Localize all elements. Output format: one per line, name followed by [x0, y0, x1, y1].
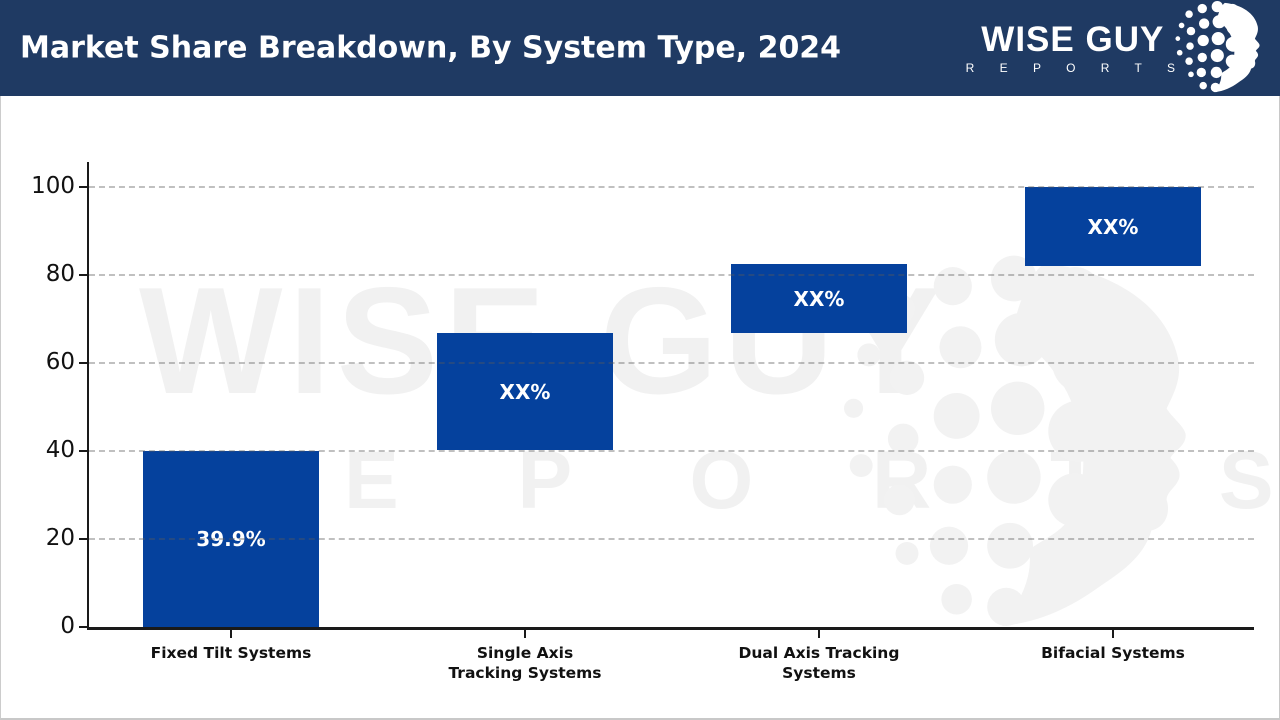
- x-category-label-line: Systems: [782, 664, 856, 683]
- x-category-label: Dual Axis Tracking Systems: [679, 643, 959, 684]
- x-category-label-line: Dual Axis Tracking: [738, 644, 900, 662]
- bar: XX%: [731, 264, 907, 334]
- x-tick-mark: [1112, 630, 1114, 638]
- y-tick-label: 40: [45, 437, 75, 463]
- y-tick-label: 20: [45, 525, 75, 551]
- chart-title: Market Share Breakdown, By System Type, …: [20, 30, 842, 66]
- bar: XX%: [1025, 187, 1201, 267]
- y-gridline: [89, 274, 1254, 276]
- logo-face-icon: [1175, 1, 1260, 93]
- y-axis-spine: [87, 162, 89, 629]
- x-category-label-line: Fixed Tilt Systems: [150, 644, 312, 662]
- x-category-label-line: Single Axis: [476, 644, 574, 662]
- y-tick-label: 60: [45, 349, 75, 375]
- x-axis-line: [87, 627, 1254, 630]
- bar: 39.9%: [143, 451, 319, 627]
- wiseguy-logo: WISE GUY R E P O R T S: [960, 0, 1274, 96]
- y-tick-mark: [79, 274, 88, 276]
- bar-value-label: 39.9%: [196, 527, 266, 552]
- y-tick-mark: [79, 450, 88, 452]
- y-tick-mark: [79, 538, 88, 540]
- y-tick-label: 100: [31, 173, 75, 199]
- x-category-label-line: Tracking Systems: [448, 664, 602, 683]
- y-tick-mark: [79, 626, 88, 628]
- y-tick-label: 0: [60, 613, 75, 639]
- y-tick-mark: [79, 362, 88, 364]
- x-category-label: Bifacial Systems: [973, 643, 1253, 663]
- watermark-face-icon: [844, 255, 1186, 626]
- bar-value-label: XX%: [793, 286, 845, 311]
- y-gridline: [89, 538, 1254, 540]
- bar-value-label: XX%: [1087, 214, 1139, 239]
- y-gridline: [89, 450, 1254, 452]
- x-tick-mark: [818, 630, 820, 638]
- logo-reports-text: R E P O R T S: [965, 60, 1186, 75]
- x-category-label-line: Bifacial Systems: [1041, 644, 1185, 662]
- bar: XX%: [437, 333, 613, 451]
- y-gridline: [89, 186, 1254, 188]
- logo-wiseguy-text: WISE GUY: [981, 19, 1165, 59]
- x-category-label: Single Axis Tracking Systems: [385, 643, 665, 684]
- x-tick-mark: [230, 630, 232, 638]
- y-tick-mark: [79, 186, 88, 188]
- x-category-label: Fixed Tilt Systems: [91, 643, 371, 663]
- chart-body: WISE GUY R E P O R T S 0 20 40 60 80 100 39.9%…: [0, 96, 1280, 720]
- y-tick-label: 80: [45, 261, 75, 287]
- x-tick-mark: [524, 630, 526, 638]
- y-gridline: [89, 362, 1254, 364]
- logo-text: WISE GUY R E P O R T S: [960, 22, 1186, 75]
- header: Market Share Breakdown, By System Type, …: [0, 0, 1280, 96]
- bar-value-label: XX%: [499, 379, 551, 404]
